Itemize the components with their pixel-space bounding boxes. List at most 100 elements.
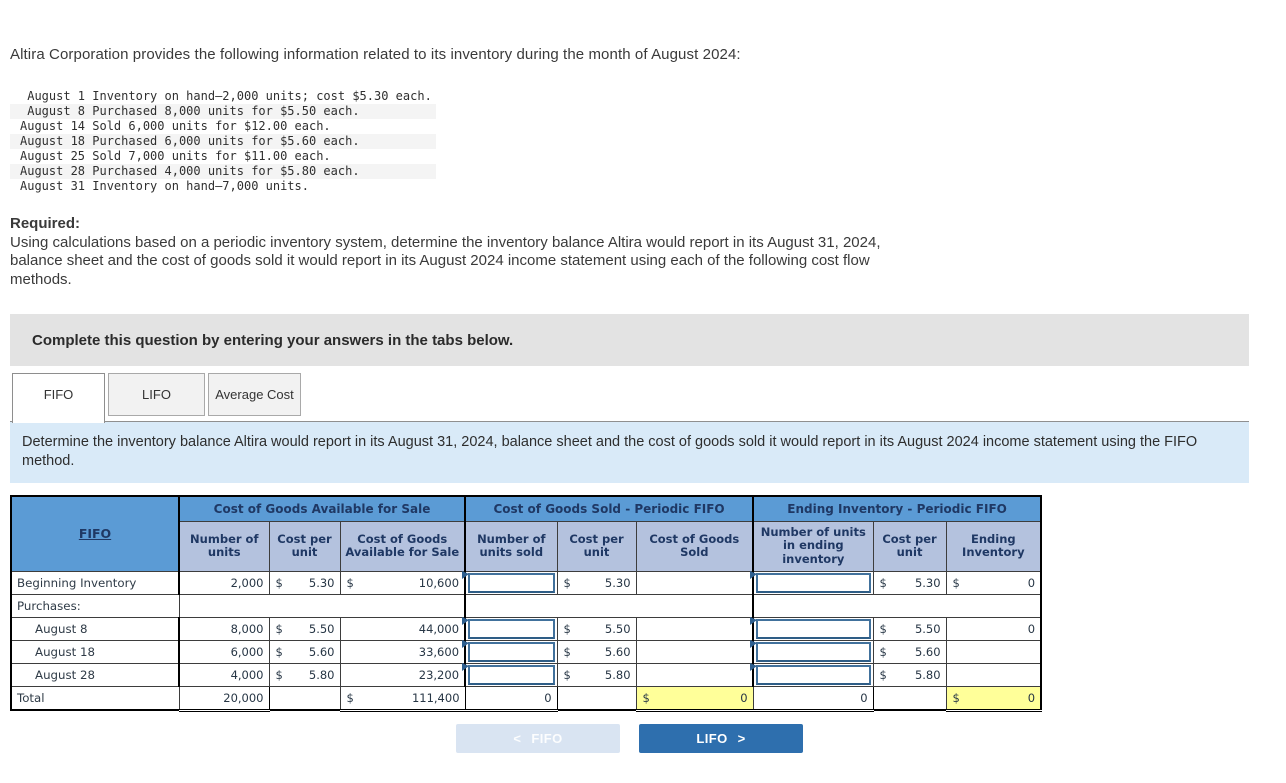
empty-cell	[556, 685, 637, 711]
empty-cell	[635, 616, 754, 641]
answer-input[interactable]	[468, 572, 555, 593]
chevron-right-icon: >	[737, 730, 746, 746]
cell-value: $5.80	[268, 662, 341, 687]
answer-input-cell[interactable]	[750, 616, 874, 641]
method-tabs: FIFO LIFO Average Cost	[12, 373, 1286, 423]
dollar-sign: $	[346, 690, 354, 705]
column-header: Cost per unit	[556, 520, 637, 572]
empty-cell	[635, 662, 754, 687]
dollar-sign: $	[879, 667, 887, 682]
column-header: Cost per unit	[872, 520, 947, 572]
cell-value: 6,000	[178, 639, 270, 664]
next-button[interactable]: LIFO >	[639, 723, 803, 753]
answer-input[interactable]	[468, 618, 555, 639]
tab-fifo[interactable]: FIFO	[12, 373, 105, 423]
prev-button-label: FIFO	[531, 730, 563, 746]
answer-flag-icon	[462, 662, 470, 671]
cell-amount: 5.60	[914, 644, 941, 659]
cell-amount: 5.50	[308, 621, 335, 636]
prev-button[interactable]: < FIFO	[456, 723, 620, 753]
tab-average-cost[interactable]: Average Cost	[208, 373, 301, 416]
empty-cell	[752, 593, 1042, 618]
answer-input[interactable]	[468, 641, 555, 662]
empty-cell	[945, 662, 1042, 687]
table-row: Beginning Inventory 2,000 $5.30 $10,600 $5.3…	[10, 570, 1042, 595]
transaction-line: August 14 Sold 6,000 units for $12.00 ea…	[20, 119, 331, 133]
cell-value: 0	[752, 685, 874, 712]
answer-input[interactable]	[756, 618, 871, 639]
cell-value: 44,000	[339, 616, 466, 641]
tab-description: Determine the inventory balance Altira w…	[10, 421, 1249, 483]
dollar-sign: $	[879, 575, 887, 590]
cell-amount: 111,400	[411, 690, 460, 705]
tab-lifo[interactable]: LIFO	[108, 373, 205, 416]
answer-input[interactable]	[468, 664, 555, 685]
cell-amount: 5.60	[308, 644, 335, 659]
empty-cell	[178, 593, 466, 618]
column-header: Cost of Goods Sold	[635, 520, 754, 572]
cell-value: $5.30	[268, 570, 341, 595]
cell-value: $10,600	[339, 570, 466, 595]
cell-value: $111,400	[339, 685, 466, 712]
transaction-line: August 1 Inventory on hand–2,000 units; …	[20, 89, 432, 103]
answer-input-cell[interactable]	[462, 639, 558, 664]
empty-cell	[268, 685, 341, 711]
chevron-left-icon: <	[513, 730, 522, 746]
row-label: August 8	[10, 616, 180, 641]
cell-amount: 0	[1027, 575, 1036, 590]
dollar-sign: $	[346, 575, 354, 590]
dollar-sign: $	[275, 644, 283, 659]
row-label: August 18	[10, 639, 180, 664]
column-header: Number of units	[178, 520, 270, 572]
dollar-sign: $	[642, 690, 650, 705]
next-button-label: LIFO	[696, 730, 728, 746]
column-header: Cost of Goods Available for Sale	[339, 520, 466, 572]
transaction-line: August 28 Purchased 4,000 units for $5.8…	[10, 164, 436, 179]
answer-flag-icon	[750, 662, 758, 671]
answer-input-cell[interactable]	[462, 662, 558, 687]
answer-input[interactable]	[756, 572, 871, 593]
answer-input-cell[interactable]	[750, 639, 874, 664]
answer-input[interactable]	[756, 664, 871, 685]
group-header: Ending Inventory - Periodic FIFO	[752, 495, 1042, 522]
dollar-sign: $	[563, 575, 571, 590]
cell-amount: 5.80	[914, 667, 941, 682]
fifo-table-container: FIFO Cost of Goods Available for Sale Cost…	[10, 495, 1286, 712]
dollar-sign: $	[275, 575, 283, 590]
table-row: August 8 8,000 $5.50 44,000 $5.50 $5.50 0	[10, 616, 1042, 641]
cell-value: 33,600	[339, 639, 466, 664]
answer-input-cell[interactable]	[462, 616, 558, 641]
cell-amount: 5.60	[604, 644, 631, 659]
empty-cell	[464, 593, 754, 618]
cell-value: $5.60	[556, 639, 637, 664]
answer-input[interactable]	[756, 641, 871, 662]
dollar-sign: $	[275, 667, 283, 682]
instruction-banner: Complete this question by entering your …	[10, 314, 1249, 366]
column-header: Number of units sold	[464, 520, 558, 572]
answer-input-cell[interactable]	[462, 570, 558, 595]
cell-value: $5.60	[268, 639, 341, 664]
table-body: Beginning Inventory 2,000 $5.30 $10,600 $5.3…	[10, 570, 1042, 712]
answer-input-cell[interactable]	[750, 662, 874, 687]
cell-value: 20,000	[178, 685, 270, 712]
cell-value: $5.50	[872, 616, 947, 641]
empty-cell	[635, 570, 754, 595]
cell-value: 0	[945, 616, 1042, 641]
dollar-sign: $	[879, 644, 887, 659]
answer-input-cell[interactable]	[750, 570, 874, 595]
cell-value: 4,000	[178, 662, 270, 687]
table-row: Purchases:	[10, 593, 1042, 618]
cell-value: $5.80	[556, 662, 637, 687]
required-section: Required: Using calculations based on a …	[10, 215, 918, 289]
answer-flag-icon	[750, 616, 758, 625]
intro-paragraph: Altira Corporation provides the followin…	[10, 46, 741, 63]
column-header: Ending Inventory	[945, 520, 1042, 572]
group-header: Cost of Goods Available for Sale	[177, 495, 466, 522]
answer-flag-icon	[750, 570, 758, 579]
calculated-total-cell: $0	[635, 685, 754, 712]
pager: < FIFO LIFO >	[10, 723, 1249, 753]
dollar-sign: $	[952, 690, 960, 705]
cell-amount: 5.50	[914, 621, 941, 636]
calculated-total-cell: $0	[945, 685, 1042, 712]
